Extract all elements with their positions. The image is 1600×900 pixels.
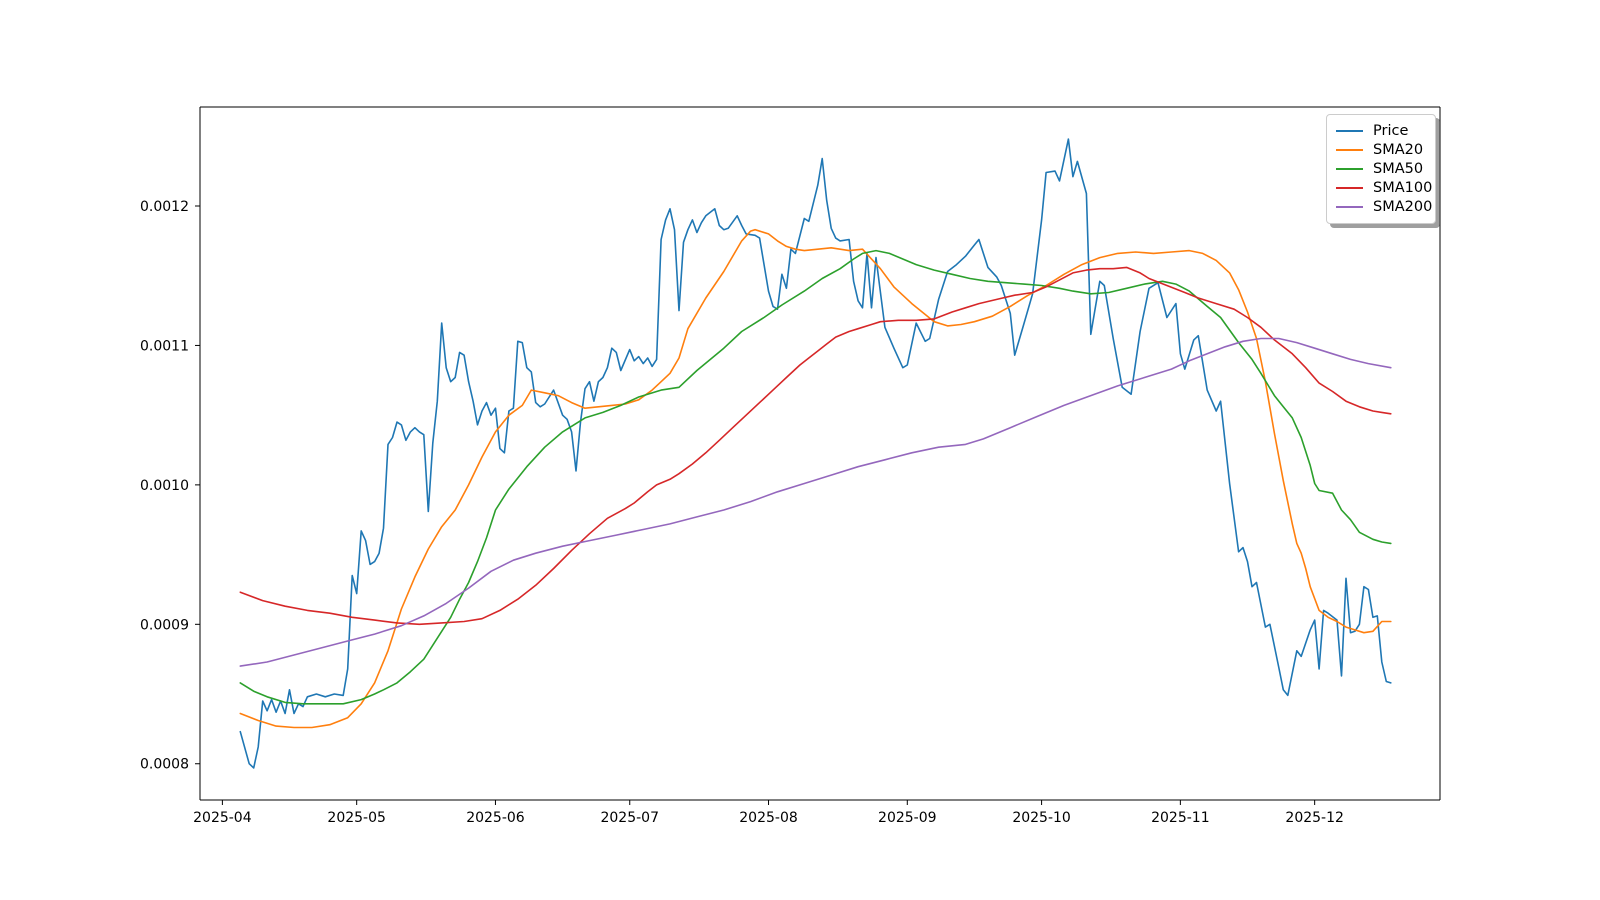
y-tick-label: 0.0012 [140,199,189,215]
x-tick-label: 2025-11 [1151,810,1210,826]
x-tick-label: 2025-07 [600,810,659,826]
legend-label: Price [1373,123,1409,140]
legend-label: SMA200 [1373,198,1433,215]
x-axis-ticks: 2025-04 2025-05 2025-06 2025-07 2025-08 2025-… [193,800,1344,826]
y-axis-ticks: 0.0008 0.0009 0.0010 0.0011 0.0012 [140,199,200,773]
legend-label: SMA100 [1373,179,1433,196]
legend-item-sma20: SMA20 [1336,141,1425,160]
legend-swatch-sma200 [1336,205,1363,208]
legend-item-sma100: SMA100 [1336,178,1432,197]
sma50-line [239,249,1392,705]
x-tick-label: 2025-10 [1012,810,1071,826]
sma20-line [239,228,1392,729]
y-tick-label: 0.0011 [140,338,189,354]
x-tick-label: 2025-08 [739,810,798,826]
legend-label: SMA50 [1373,160,1424,177]
y-tick-label: 0.0009 [140,617,189,633]
legend-swatch-sma100 [1336,186,1363,189]
plot-spines [199,106,1441,801]
x-tick-label: 2025-05 [327,810,386,826]
legend-swatch-sma20 [1336,149,1363,152]
y-tick-label: 0.0008 [140,757,189,773]
legend-swatch-sma50 [1336,167,1363,170]
legend-swatch-price [1336,130,1363,133]
legend-item-sma200: SMA200 [1336,197,1432,216]
sma100-line [239,266,1392,626]
price-line [239,138,1392,769]
sma200-line [239,337,1392,667]
legend-item-price: Price [1336,122,1425,141]
x-tick-label: 2025-04 [193,810,252,826]
x-tick-label: 2025-12 [1285,810,1344,826]
legend-label: SMA20 [1373,142,1424,159]
series-lines [239,138,1392,769]
x-tick-label: 2025-09 [878,810,937,826]
y-tick-label: 0.0010 [140,478,189,494]
legend: Price SMA20 SMA50 SMA100 SMA200 [1326,114,1436,224]
legend-item-sma50: SMA50 [1336,160,1425,179]
x-tick-label: 2025-06 [466,810,525,826]
